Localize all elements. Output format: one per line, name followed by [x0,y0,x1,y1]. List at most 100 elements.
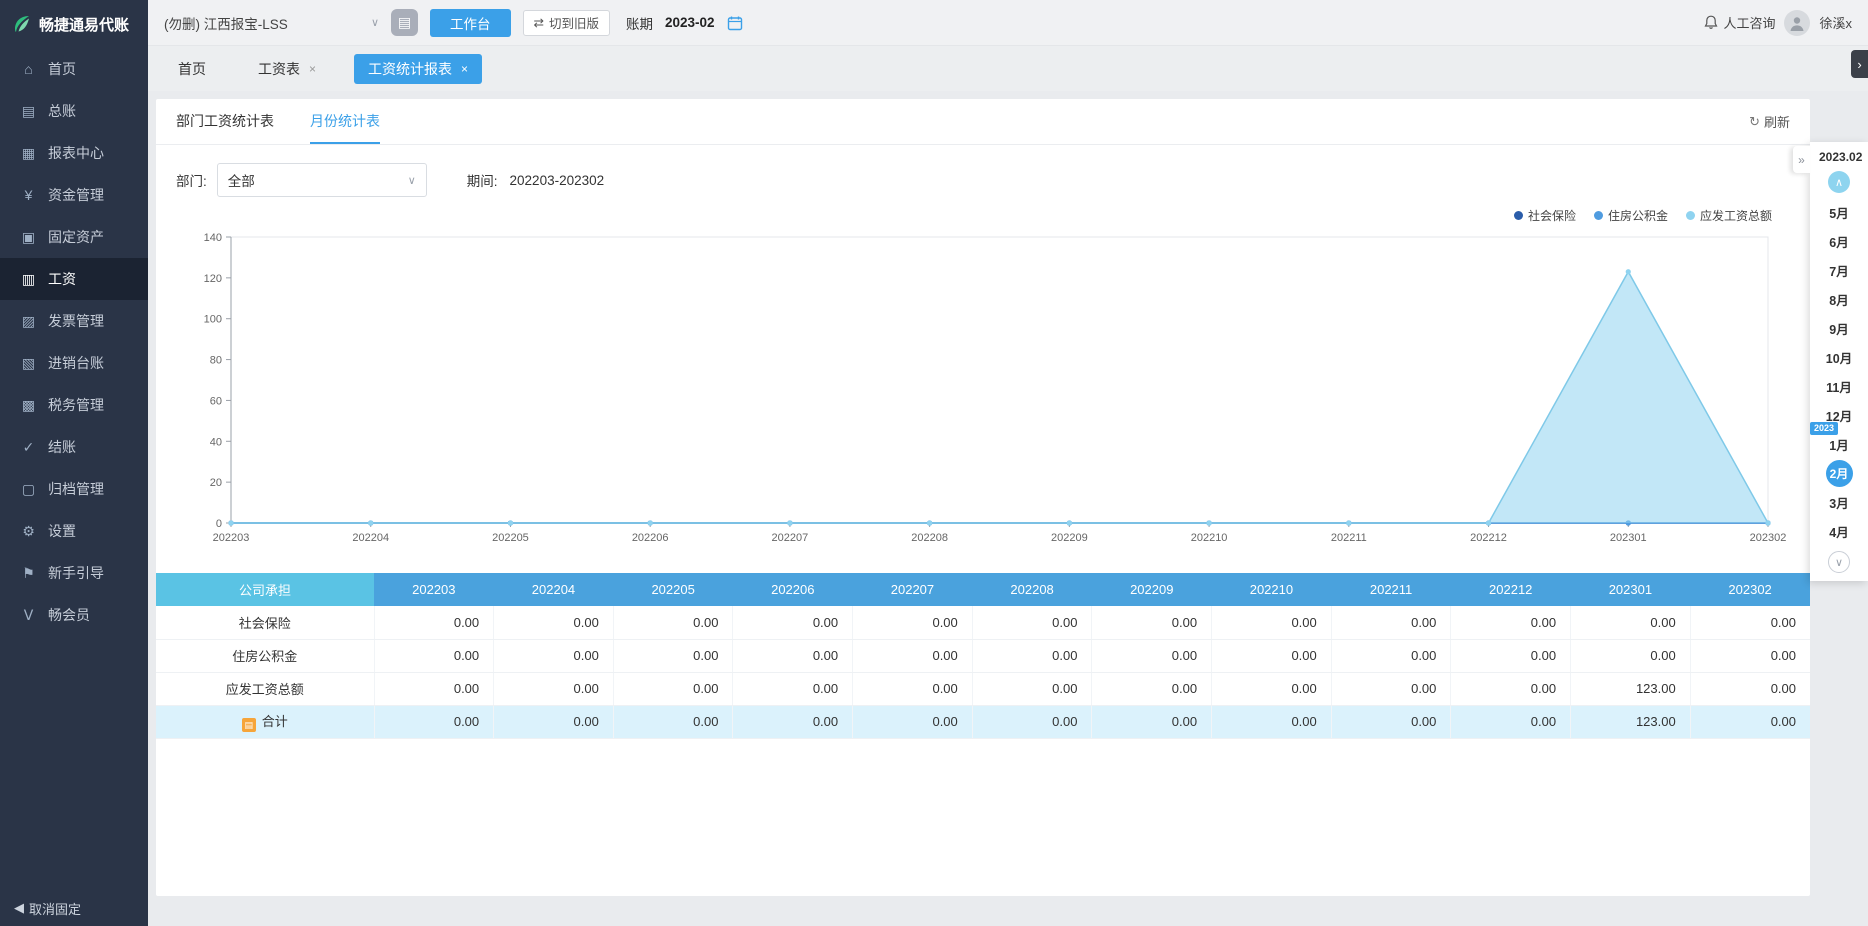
sidebar-item-closing[interactable]: ✓ 结账 [0,426,148,468]
table-column-header: 202302 [1690,573,1810,606]
table-column-header: 202208 [972,573,1092,606]
sidebar-item-funds[interactable]: ¥ 资金管理 [0,174,148,216]
month-item-10月[interactable]: 10月 [1810,343,1868,372]
table-cell: 0.00 [1690,639,1810,673]
right-drawer-toggle[interactable]: › [1851,50,1868,78]
month-item-9月[interactable]: 9月 [1810,314,1868,343]
table-column-header: 202207 [852,573,973,606]
sidebar-item-purchase-sales[interactable]: ▧ 进销台账 [0,342,148,384]
invoice-icon: ▨ [21,312,36,329]
legend-dot-icon [1685,211,1695,220]
purchase-sales-icon: ▧ [21,354,36,371]
sidebar-item-home[interactable]: ⌂ 首页 [0,48,148,90]
unpin-icon: ◀ [14,900,24,915]
home-icon: ⌂ [24,61,33,77]
consult-button[interactable]: 人工咨询 [1704,13,1775,32]
table-cell: 0.00 [1211,705,1332,739]
month-item-7月[interactable]: 7月 [1810,256,1868,285]
legend-label: 应发工资总额 [1699,209,1772,223]
sidebar-item-invoice[interactable]: ▨ 发票管理 [0,300,148,342]
switch-old-version-button[interactable]: ⇄ 切到旧版 [522,9,610,36]
svg-text:60: 60 [210,395,222,407]
table-cell: 0.00 [1211,639,1332,673]
tab-home[interactable]: 首页 [164,54,220,84]
sidebar-item-tax[interactable]: ▩ 税务管理 [0,384,148,426]
month-item-6月[interactable]: 6月 [1810,227,1868,256]
table-cell: 0.00 [1690,606,1810,640]
calendar-icon[interactable] [727,15,743,31]
svg-text:140: 140 [204,232,222,244]
sidebar-item-general-ledger[interactable]: ▤ 总账 [0,90,148,132]
month-panel-down-icon[interactable]: ∨ [1828,551,1850,573]
legend-item[interactable]: 应发工资总额 [1685,207,1772,224]
sidebar-item-guide[interactable]: ⚑ 新手引导 [0,552,148,594]
table-cell: 0.00 [732,639,854,673]
chevron-down-icon: ∨ [407,174,416,187]
topbar-right: 人工咨询 徐溪x [1704,9,1852,36]
sidebar-item-member[interactable]: Ⅴ 畅会员 [0,594,148,636]
table-cell: 0.00 [732,672,854,706]
month-item-8月[interactable]: 8月 [1810,285,1868,314]
dept-select[interactable]: 全部 ∨ [216,163,427,197]
month-item-1月[interactable]: 2023 1月 [1810,422,1868,459]
chart-area: 社会保险 住房公积金 应发工资总额 0 20 40 60 80 100 120 140 202203… [156,205,1810,553]
table-cell: 0.00 [613,672,734,706]
table-cell: 0.00 [374,606,495,640]
row-label: 住房公积金 [156,639,375,673]
settings-icon: ⚙ [22,522,35,539]
svg-text:202204: 202204 [352,532,389,544]
tab-close-icon[interactable]: × [309,61,317,76]
app-grid-icon[interactable]: ▤ [391,9,418,36]
table-column-header: 202212 [1450,573,1571,606]
avatar[interactable] [1784,9,1811,36]
sidebar-nav: ⌂ 首页 ▤ 总账 ▦ 报表中心 ¥ 资金管理 ▣ 固定资产 ▥ 工资 ▨ 发票管理 ▧ 进销台账 ▩ 税务管理 ✓… [0,48,148,636]
month-label: 3月 [1829,497,1849,511]
month-label: 1月 [1829,439,1849,453]
month-label: 5月 [1829,207,1849,221]
month-item-12月[interactable]: 12月 [1810,401,1868,430]
month-panel-collapse-icon[interactable]: » [1793,146,1810,173]
svg-text:20: 20 [210,477,222,489]
app-logo: 畅捷通易代账 [0,0,148,48]
subtab-dept-salary-stats[interactable]: 部门工资统计表 [176,112,274,129]
month-item-5月[interactable]: 5月 [1810,198,1868,227]
table-row: ▤ 合计 0.00 0.00 0.00 0.00 0.00 0.00 0.00 0.00 0.00 0… [156,705,1810,739]
legend-item[interactable]: 社会保险 [1513,207,1576,224]
table-cell: 0.00 [1211,672,1332,706]
sidebar-item-label: 进销台账 [48,355,104,371]
refresh-button[interactable]: ↻ 刷新 [1749,112,1790,131]
table-cell: 0.00 [1331,639,1452,673]
archive-icon: ▢ [21,480,36,497]
tab-salary-sheet[interactable]: 工资表 × [244,54,330,84]
month-item-4月[interactable]: 4月 [1810,517,1868,546]
sidebar-item-settings[interactable]: ⚙ 设置 [0,510,148,552]
subtab-month-stats[interactable]: 月份统计表 [310,99,380,144]
svg-text:202206: 202206 [632,532,669,544]
tab-label: 首页 [178,60,206,77]
month-label: 7月 [1829,265,1849,279]
salary-report-panel: 部门工资统计表 月份统计表 ↻ 刷新 部门: 全部 ∨ 期间: 202203-2023… [156,99,1810,896]
sidebar-item-report-center[interactable]: ▦ 报表中心 [0,132,148,174]
table-cell: 0.00 [374,672,495,706]
sidebar-item-archive[interactable]: ▢ 归档管理 [0,468,148,510]
svg-text:202207: 202207 [772,532,809,544]
legend-item[interactable]: 住房公积金 [1593,207,1668,224]
unpin-button[interactable]: ◀ 取消固定 [0,890,148,926]
dept-select-value: 全部 [227,174,255,189]
sidebar-item-fixed-assets[interactable]: ▣ 固定资产 [0,216,148,258]
month-label: 8月 [1829,294,1849,308]
tab-close-icon[interactable]: × [461,61,469,76]
month-panel-up-icon[interactable]: ∧ [1828,171,1850,193]
workbench-button[interactable]: 工作台 [430,8,511,37]
sidebar-item-salary[interactable]: ▥ 工资 [0,258,148,300]
month-item-2月[interactable]: 2月 [1810,459,1868,488]
tab-salary-report[interactable]: 工资统计报表 × [354,53,483,84]
table-cell: 123.00 [1570,705,1691,739]
month-item-11月[interactable]: 11月 [1810,372,1868,401]
year-badge: 2023 [1810,422,1839,435]
salary-stats-table: 公司承担 202203 202204 202205 202206 202207 202208… [156,573,1810,739]
sidebar-item-label: 总账 [48,103,76,119]
month-item-3月[interactable]: 3月 [1810,488,1868,517]
company-select[interactable]: (勿删) 江西报宝-LSS ∨ [164,13,379,33]
